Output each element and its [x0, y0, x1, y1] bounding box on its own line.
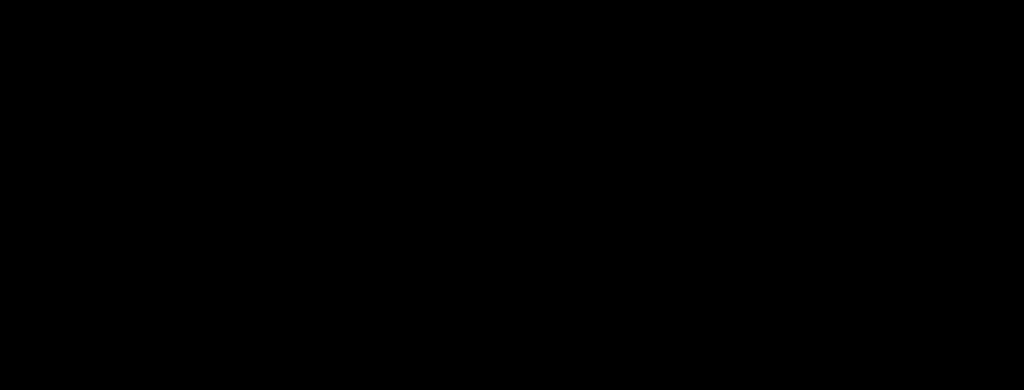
Text: identity $\sec^2\theta = 1 + \tan^2\theta$.: identity $\sec^2\theta = 1 + \tan^2\thet…: [118, 316, 452, 348]
Text: 26. Prove that $\dfrac{\sin\theta-\cos\theta+1}{\sin\theta+\cos\theta-1}=\dfrac{: 26. Prove that $\dfrac{\sin\theta-\cos\t…: [72, 228, 723, 278]
Text: Section C: Section C: [438, 168, 586, 197]
